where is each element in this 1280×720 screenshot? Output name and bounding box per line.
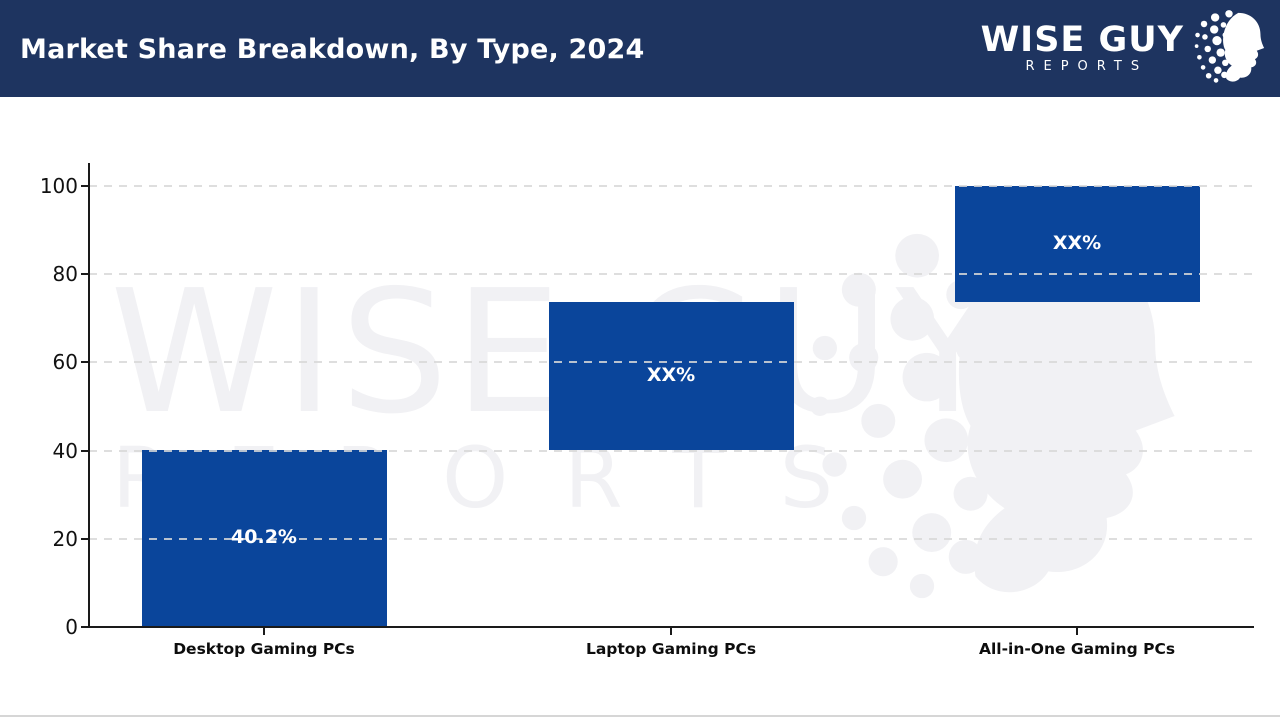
- brand-logo-text: WISE GUY REPORTS: [980, 19, 1184, 75]
- bar-value-label: 40.2%: [231, 526, 297, 549]
- y-tick-mark: [81, 361, 88, 364]
- bar: [548, 301, 794, 450]
- y-tick-mark: [81, 537, 88, 540]
- y-tick-mark: [81, 185, 88, 187]
- y-tick-mark: [81, 273, 88, 276]
- y-tick-label: 80: [52, 262, 78, 287]
- plot-area: 0 20 40 60 80 100 40.2% Desktop Gaming PCs XX% La…: [0, 97, 1280, 720]
- category-label: All-in-One Gaming PCs: [978, 640, 1176, 658]
- category-label: Laptop Gaming PCs: [585, 640, 757, 658]
- gridline: [89, 361, 1253, 364]
- header: Market Share Breakdown, By Type, 2024 WI…: [0, 0, 1280, 97]
- y-tick-label: 60: [52, 350, 78, 375]
- y-tick-label: 40: [52, 438, 78, 463]
- gridline: [89, 273, 1253, 276]
- x-tick-mark: [670, 628, 672, 635]
- x-tick-mark: [263, 628, 265, 635]
- logo-subtitle: REPORTS: [1025, 59, 1149, 75]
- gridline: [89, 449, 1253, 452]
- bar-value-label: XX%: [1052, 231, 1102, 254]
- y-axis-line: [88, 163, 90, 627]
- category-label: Desktop Gaming PCs: [173, 640, 355, 658]
- gridline: [89, 185, 1253, 187]
- gridline: [89, 537, 1253, 540]
- footer-divider: [0, 715, 1280, 717]
- x-tick-mark: [1076, 628, 1078, 635]
- x-axis-line: [88, 626, 1254, 628]
- page-title: Market Share Breakdown, By Type, 2024: [20, 34, 645, 65]
- bar-value-label: XX%: [646, 363, 696, 386]
- logo-face-icon: [1194, 10, 1265, 83]
- y-tick-label: 20: [52, 526, 78, 551]
- y-tick-mark: [81, 626, 88, 628]
- brand-logo: WISE GUY REPORTS: [981, 8, 1266, 88]
- y-tick-label: 100: [39, 174, 78, 198]
- y-tick-mark: [81, 449, 88, 452]
- logo-wordmark: WISE GUY: [980, 19, 1184, 60]
- y-tick-label: 0: [65, 615, 78, 639]
